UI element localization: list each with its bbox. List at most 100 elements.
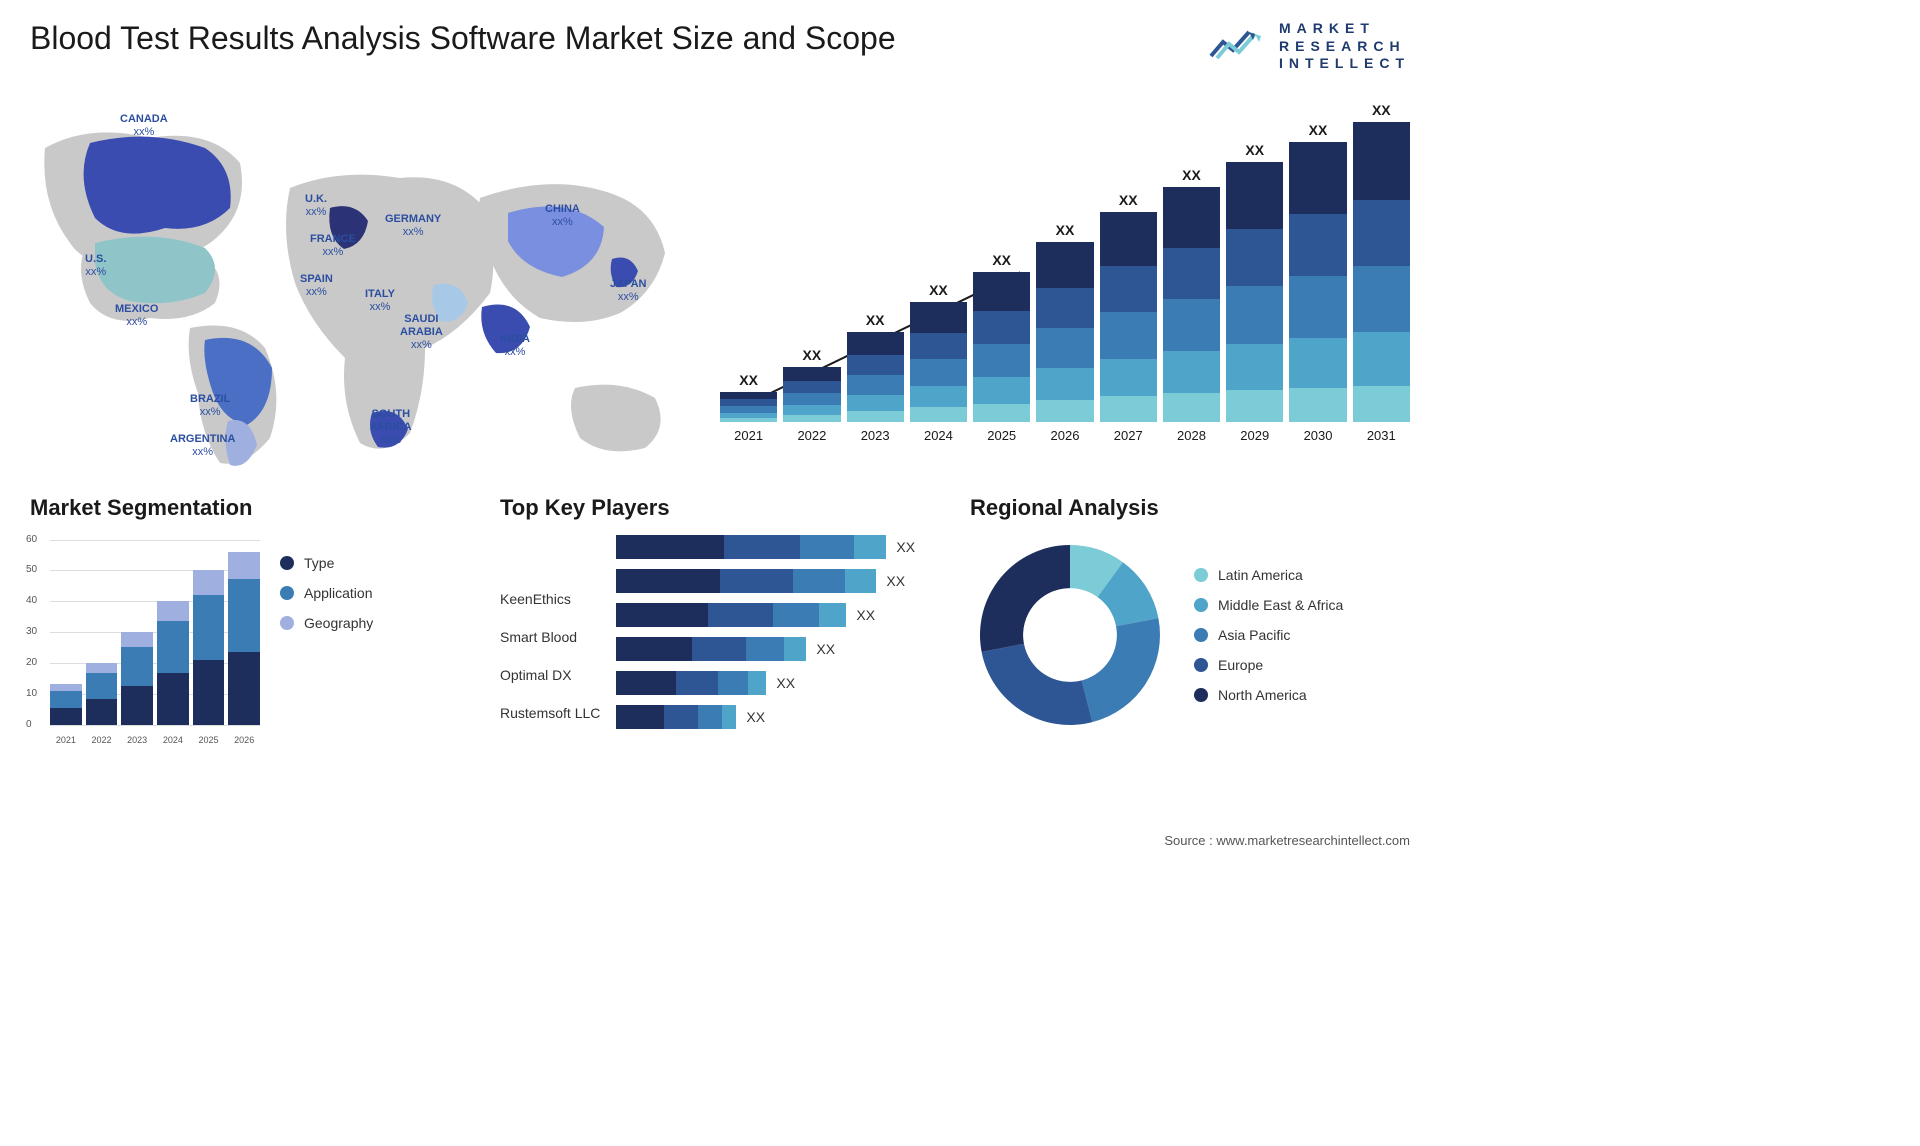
forecast-bar-label: XX [866, 312, 885, 328]
regional-legend: Latin America Middle East & Africa Asia Pa… [1194, 567, 1343, 703]
map-label-mexico: MEXICOxx% [115, 303, 158, 329]
player-bar-row: XX [616, 569, 940, 593]
forecast-bar-2028: XX 2028 [1163, 167, 1220, 443]
seg-ytick: 10 [26, 688, 37, 699]
map-label-china: CHINAxx% [545, 203, 580, 229]
forecast-year-label: 2023 [861, 428, 890, 443]
regional-donut-chart [970, 535, 1170, 735]
region-canada [84, 136, 231, 233]
map-label-us: U.S.xx% [85, 253, 106, 279]
player-name: Smart Blood [500, 625, 600, 649]
player-name: Optimal DX [500, 663, 600, 687]
map-label-saudiarabia: SAUDIARABIAxx% [400, 313, 443, 353]
map-label-brazil: BRAZILxx% [190, 393, 230, 419]
forecast-bar-2029: XX 2029 [1226, 142, 1283, 443]
brand-logo: MARKET RESEARCH INTELLECT [1209, 20, 1410, 73]
seg-ytick: 60 [26, 534, 37, 545]
forecast-bar-label: XX [1182, 167, 1201, 183]
legend-dot-icon [280, 556, 294, 570]
forecast-bar-2027: XX2027 [1100, 192, 1157, 443]
regional-title: Regional Analysis [970, 495, 1410, 521]
map-label-spain: SPAINxx% [300, 273, 333, 299]
seg-year-label: 2024 [157, 735, 189, 745]
forecast-chart: XX2021XX2022XX2023XX2024XX2025XX2026XX20… [720, 93, 1410, 473]
regional-section: Regional Analysis Latin America Middle Ea… [970, 495, 1410, 745]
forecast-bar-2031: XX 2031 [1353, 102, 1410, 443]
player-value: XX [816, 641, 835, 657]
forecast-bar-label: XX [1372, 102, 1391, 118]
seg-bar-2024 [157, 601, 189, 724]
player-bar-row: XX [616, 535, 940, 559]
seg-year-label: 2026 [228, 735, 260, 745]
players-labels: KeenEthicsSmart BloodOptimal DXRustemsof… [500, 535, 600, 729]
legend-label: Application [304, 585, 373, 601]
logo-line-2: RESEARCH [1279, 38, 1410, 56]
forecast-year-label: 2022 [797, 428, 826, 443]
legend-dot-icon [280, 586, 294, 600]
regional-legend-item: Latin America [1194, 567, 1343, 583]
player-name: Rustemsoft LLC [500, 701, 600, 725]
forecast-bar-2021: XX2021 [720, 372, 777, 443]
map-label-germany: GERMANYxx% [385, 213, 441, 239]
forecast-bar-label: XX [1245, 142, 1264, 158]
forecast-year-label: 2021 [734, 428, 763, 443]
legend-label: North America [1218, 687, 1307, 703]
seg-year-label: 2025 [193, 735, 225, 745]
region-us [95, 236, 215, 303]
legend-dot-icon [280, 616, 294, 630]
player-value: XX [856, 607, 875, 623]
source-attribution: Source : www.marketresearchintellect.com [1164, 833, 1410, 848]
forecast-year-label: 2024 [924, 428, 953, 443]
legend-label: Asia Pacific [1218, 627, 1290, 643]
legend-label: Type [304, 555, 334, 571]
forecast-bar-2026: XX2026 [1036, 222, 1093, 443]
forecast-year-label: 2030 [1304, 428, 1333, 443]
segmentation-section: Market Segmentation 01020304050602021202… [30, 495, 470, 745]
forecast-year-label: 2025 [987, 428, 1016, 443]
forecast-year-label: 2026 [1051, 428, 1080, 443]
seg-ytick: 30 [26, 626, 37, 637]
forecast-bar-2024: XX2024 [910, 282, 967, 443]
legend-label: Latin America [1218, 567, 1303, 583]
seg-bar-2021 [50, 684, 82, 724]
forecast-year-label: 2028 [1177, 428, 1206, 443]
player-bar-row: XX [616, 603, 940, 627]
legend-dot-icon [1194, 658, 1208, 672]
regional-legend-item: North America [1194, 687, 1343, 703]
forecast-bar-2022: XX 2022 [783, 347, 840, 443]
seg-legend-item: Application [280, 585, 373, 601]
player-value: XX [886, 573, 905, 589]
player-value: XX [746, 709, 765, 725]
map-label-southafrica: SOUTHAFRICAxx% [370, 408, 412, 448]
map-label-uk: U.K.xx% [305, 193, 327, 219]
world-map-svg [30, 93, 690, 473]
forecast-bar-2030: XX 2030 [1289, 122, 1346, 443]
player-bar-row: XX [616, 705, 940, 729]
seg-legend-item: Geography [280, 615, 373, 631]
forecast-bar-2023: XX 2023 [847, 312, 904, 443]
map-label-france: FRANCExx% [310, 233, 356, 259]
forecast-year-label: 2029 [1240, 428, 1269, 443]
map-label-argentina: ARGENTINAxx% [170, 433, 235, 459]
forecast-bar-label: XX [1309, 122, 1328, 138]
player-bar-row: XX [616, 671, 940, 695]
legend-label: Geography [304, 615, 373, 631]
legend-dot-icon [1194, 628, 1208, 642]
seg-ytick: 20 [26, 657, 37, 668]
segmentation-legend: Type Application Geography [280, 535, 373, 745]
seg-ytick: 50 [26, 564, 37, 575]
legend-dot-icon [1194, 688, 1208, 702]
logo-line-3: INTELLECT [1279, 55, 1410, 73]
seg-year-label: 2023 [121, 735, 153, 745]
map-label-india: INDIAxx% [500, 333, 530, 359]
players-section: Top Key Players KeenEthicsSmart BloodOpt… [500, 495, 940, 745]
legend-label: Europe [1218, 657, 1263, 673]
legend-label: Middle East & Africa [1218, 597, 1343, 613]
segmentation-title: Market Segmentation [30, 495, 470, 521]
world-map: CANADAxx%U.S.xx%MEXICOxx%BRAZILxx%ARGENT… [30, 93, 690, 473]
legend-dot-icon [1194, 568, 1208, 582]
seg-year-label: 2022 [86, 735, 118, 745]
forecast-bar-label: XX [803, 347, 822, 363]
forecast-year-label: 2031 [1367, 428, 1396, 443]
forecast-bar-label: XX [1119, 192, 1138, 208]
